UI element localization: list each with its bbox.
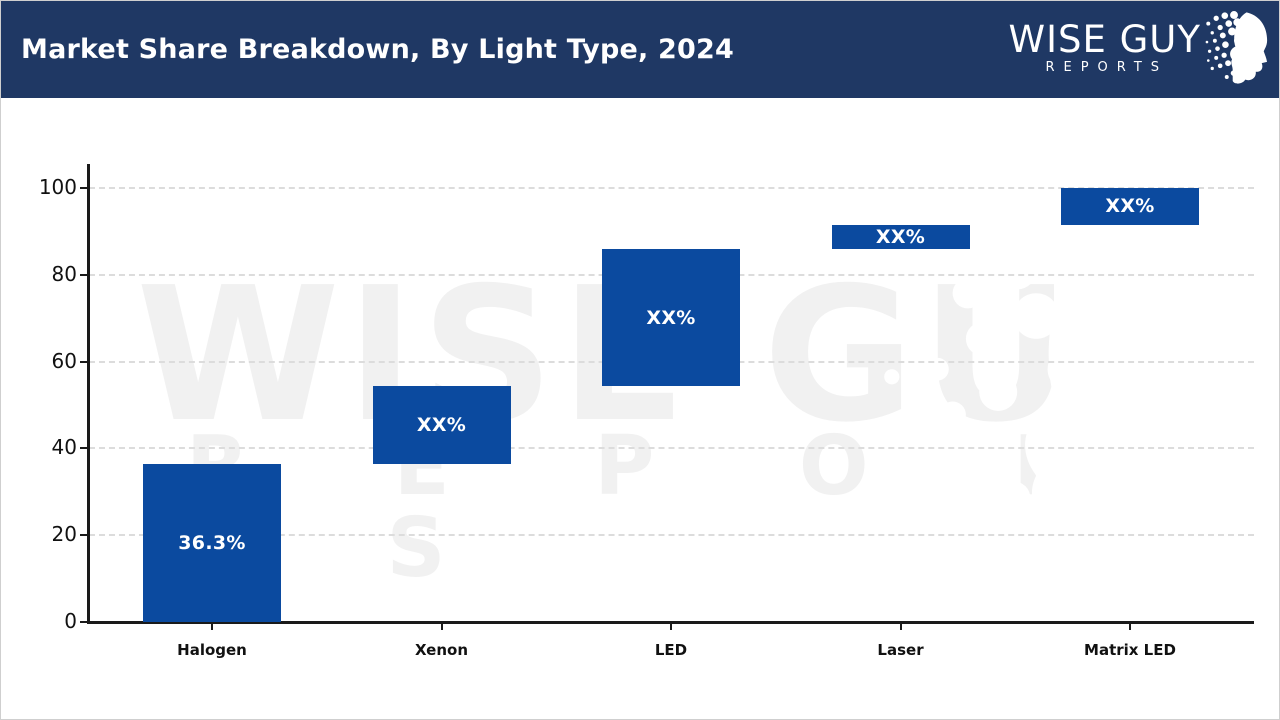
y-tick-label: 100 (38, 175, 77, 199)
y-tick-mark (80, 360, 89, 363)
y-tick-label: 60 (51, 348, 77, 373)
x-tick-mark (440, 623, 443, 630)
x-tick-mark (1129, 623, 1131, 630)
bar-label: 36.3% (178, 532, 246, 555)
bar-label: XX% (1105, 195, 1155, 218)
y-tick-mark (80, 534, 89, 537)
gridline (89, 447, 1254, 450)
category-label: Halogen (177, 641, 247, 659)
face-logo-icon (1205, 11, 1268, 84)
y-tick-mark (80, 187, 89, 189)
x-axis (87, 621, 1254, 624)
bar (143, 464, 281, 622)
brand-wordmark: WISE GUY REPORTS (1008, 17, 1201, 76)
brand-logo: WISE GUY REPORTS (1009, 9, 1269, 87)
category-label: LED (654, 641, 688, 659)
chart-area: 0 20 40 60 80 100 36.3% Halogen XX% Xenon XX% LED XX… (1, 98, 1279, 718)
bar (831, 224, 970, 249)
bar-label: XX% (416, 414, 467, 437)
y-tick-label: 40 (51, 435, 77, 460)
y-tick-label: 80 (51, 261, 77, 286)
category-label: Xenon (415, 641, 468, 659)
bar-label: XX% (875, 225, 926, 248)
bar (602, 248, 740, 387)
x-tick-mark (899, 623, 902, 630)
gridline (89, 534, 1254, 537)
bar (1061, 188, 1199, 225)
y-tick-label: 0 (64, 609, 77, 633)
page-title: Market Share Breakdown, By Light Type, 2… (21, 34, 734, 65)
header-bar: Market Share Breakdown, By Light Type, 2… (1, 1, 1279, 98)
y-tick-mark (80, 273, 89, 276)
x-tick-mark (211, 623, 213, 630)
brand-name: WISE GUY (1008, 17, 1201, 61)
y-tick-mark (80, 447, 89, 450)
y-tick-mark (80, 621, 89, 623)
brand-subtitle: REPORTS (1045, 60, 1169, 76)
category-label: Laser (877, 641, 924, 659)
bar-label: XX% (646, 306, 696, 329)
gridline (89, 187, 1254, 189)
x-tick-mark (670, 623, 672, 630)
y-tick-label: 20 (51, 522, 77, 547)
bar (372, 386, 511, 465)
y-axis (87, 164, 90, 624)
category-label: Matrix LED (1084, 641, 1176, 659)
